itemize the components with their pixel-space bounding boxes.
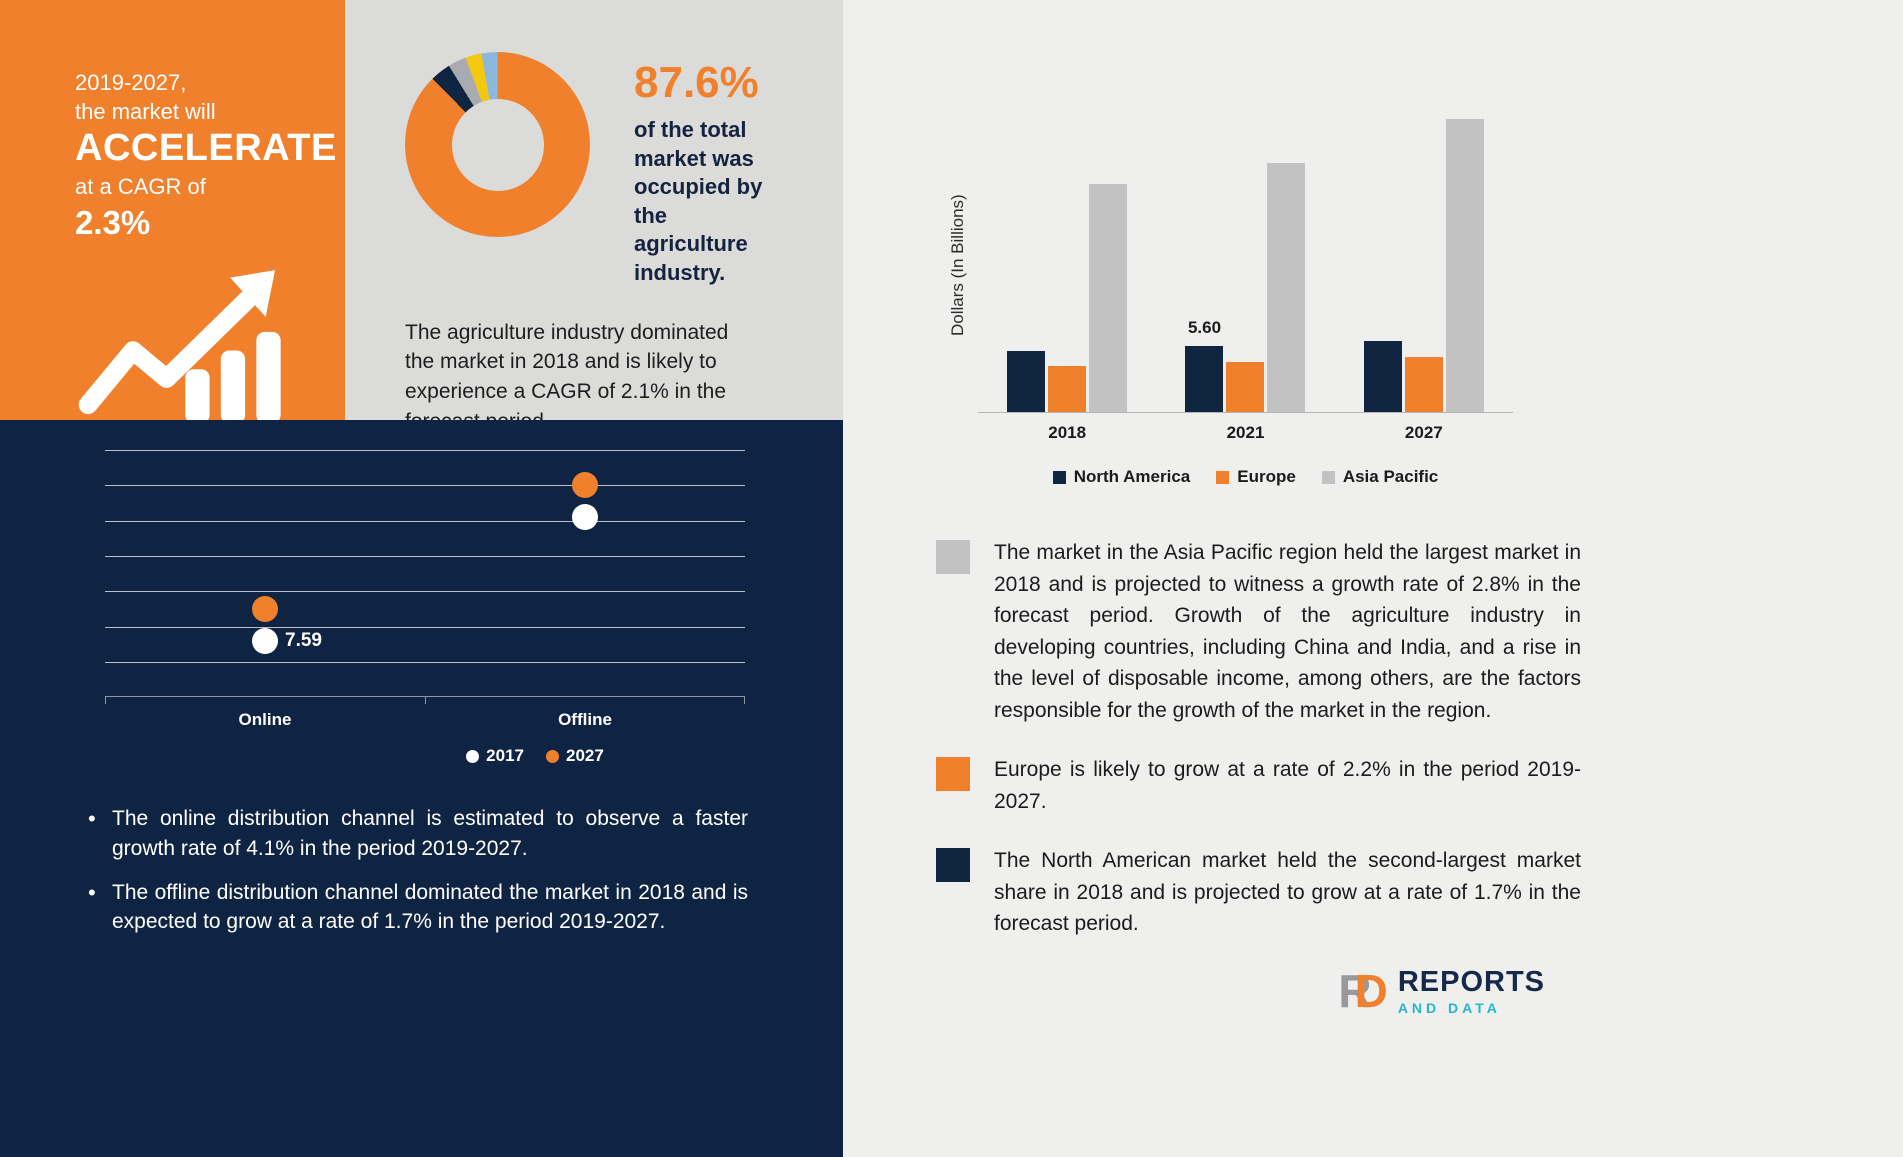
bar-group-2027 bbox=[1335, 118, 1513, 412]
left-column: 2019-2027, the market will ACCELERATE at… bbox=[0, 0, 843, 1157]
donut-chart bbox=[405, 52, 590, 237]
bar-group-2018 bbox=[978, 118, 1156, 412]
distribution-panel: 7.59 Online Offline 2017 2027 The online … bbox=[0, 420, 843, 1157]
region-note-swatch bbox=[936, 757, 970, 791]
region-note-text: Europe is likely to grow at a rate of 2.… bbox=[994, 758, 1581, 813]
bar-north-america-2021: 5.60 bbox=[1185, 318, 1224, 412]
growth-arrow-icon bbox=[78, 269, 281, 424]
legend-label: Europe bbox=[1237, 467, 1296, 486]
region-note-swatch bbox=[936, 540, 970, 574]
logo-reports-text: REPORTS bbox=[1397, 965, 1545, 998]
donut-value: 87.6% bbox=[634, 58, 759, 107]
region-note-2: The North American market held the secon… bbox=[936, 845, 1581, 940]
dot-2027-offline bbox=[572, 472, 598, 498]
bar-chart-y-label: Dollars (In Billions) bbox=[948, 194, 967, 337]
gridline bbox=[105, 556, 745, 557]
reports-and-data-logo: R D REPORTS AND DATA bbox=[843, 965, 1545, 1016]
axis-tick bbox=[744, 697, 745, 704]
dot-plot-category-labels: Online Offline bbox=[105, 697, 745, 730]
legend-item-north-america: North America bbox=[1052, 467, 1191, 487]
donut-headline: 87.6% of the total market was occupied b… bbox=[634, 52, 776, 288]
dot-value-label: 7.59 bbox=[285, 630, 322, 651]
distribution-note-0: The online distribution channel is estim… bbox=[88, 803, 748, 864]
period-text: 2019-2027, bbox=[75, 70, 187, 95]
top-row: 2019-2027, the market will ACCELERATE at… bbox=[0, 0, 843, 433]
distribution-notes: The online distribution channel is estim… bbox=[88, 803, 748, 938]
legend-swatch bbox=[1216, 470, 1230, 484]
logo-anddata-text: AND DATA bbox=[1397, 999, 1501, 1016]
bar-group-2021: 5.60 bbox=[1156, 118, 1334, 412]
bar-asia-pacific-2018 bbox=[1089, 184, 1128, 412]
logo-letter-r: R bbox=[1338, 965, 1372, 1017]
market-will-text: the market will bbox=[75, 99, 216, 125]
donut-hole bbox=[451, 98, 544, 191]
region-note-swatch bbox=[936, 848, 970, 882]
legend-label: 2027 bbox=[566, 746, 604, 765]
gridline bbox=[105, 450, 745, 451]
logo-letter-d: D bbox=[1354, 965, 1388, 1017]
bar-legend: North America Europe Asia Pacific bbox=[978, 467, 1513, 487]
bar-north-america-2018 bbox=[1007, 351, 1046, 412]
legend-swatch bbox=[1052, 470, 1066, 484]
bar-chart-plot: 5.60 bbox=[978, 118, 1513, 413]
legend-label: 2017 bbox=[486, 746, 524, 765]
regional-panel: Dollars (In Billions) 5.60 2018 2021 2027 … bbox=[843, 0, 1903, 1157]
axis-tick bbox=[425, 697, 426, 704]
x-tick-2027: 2027 bbox=[1404, 423, 1443, 442]
gridline bbox=[105, 485, 745, 486]
cagr-value: 2.3% bbox=[75, 203, 151, 241]
bar-europe-2018 bbox=[1048, 366, 1087, 412]
legend-item-asia-pacific: Asia Pacific bbox=[1321, 467, 1439, 487]
legend-item-europe: Europe bbox=[1216, 467, 1296, 487]
donut-panel: 87.6% of the total market was occupied b… bbox=[345, 0, 843, 433]
bar-asia-pacific-2021 bbox=[1267, 163, 1306, 412]
gridline bbox=[105, 627, 745, 628]
bar-chart-plot-column: 5.60 2018 2021 2027 bbox=[978, 118, 1513, 443]
bar-asia-pacific-2027 bbox=[1445, 119, 1484, 412]
region-note-0: The market in the Asia Pacific region he… bbox=[936, 537, 1581, 726]
x-label-offline: Offline bbox=[558, 710, 612, 729]
legend-item-2027: 2027 bbox=[546, 746, 604, 766]
region-note-text: The North American market held the secon… bbox=[994, 849, 1581, 935]
dot-2017-online: 7.59 bbox=[252, 628, 322, 654]
logo-wordmark: REPORTS AND DATA bbox=[1397, 965, 1545, 1016]
donut-caption: The agriculture industry dominated the m… bbox=[405, 320, 729, 433]
accelerate-headline: ACCELERATE bbox=[75, 127, 337, 170]
donut-headline-text: of the total market was occupied by the … bbox=[634, 117, 763, 285]
dot-plot: 7.59 bbox=[105, 450, 745, 663]
bar-x-axis: 2018 2021 2027 bbox=[978, 413, 1513, 443]
dot-plot-x-axis: Online Offline bbox=[105, 696, 745, 730]
region-note-1: Europe is likely to grow at a rate of 2.… bbox=[936, 754, 1581, 817]
bar-value-label: 5.60 bbox=[1187, 318, 1222, 337]
legend-label: Asia Pacific bbox=[1342, 467, 1439, 486]
legend-item-2017: 2017 bbox=[466, 746, 524, 766]
bar-europe-2027 bbox=[1404, 357, 1443, 412]
dot-2017-offline bbox=[572, 504, 598, 530]
legend-label: North America bbox=[1073, 467, 1191, 486]
bar-europe-2021 bbox=[1226, 362, 1265, 412]
x-label-online: Online bbox=[238, 710, 292, 729]
distribution-note-1: The offline distribution channel dominat… bbox=[88, 877, 748, 938]
legend-dot-swatch bbox=[546, 749, 559, 763]
cagr-of-text: at a CAGR of bbox=[75, 173, 206, 199]
gridline bbox=[105, 521, 745, 522]
dot-legend: 2017 2027 bbox=[215, 746, 855, 766]
logo-rd-icon: R D bbox=[1338, 968, 1387, 1014]
dot-2027-online bbox=[252, 596, 278, 622]
region-notes: The market in the Asia Pacific region he… bbox=[936, 537, 1581, 940]
axis-tick bbox=[105, 697, 106, 704]
donut-row: 87.6% of the total market was occupied b… bbox=[405, 52, 808, 288]
legend-dot-swatch bbox=[466, 749, 480, 763]
legend-swatch bbox=[1321, 470, 1335, 484]
bar-chart: Dollars (In Billions) 5.60 2018 2021 2027 bbox=[938, 0, 1903, 443]
accelerate-panel: 2019-2027, the market will ACCELERATE at… bbox=[0, 0, 345, 424]
gridline bbox=[105, 591, 745, 592]
bar-north-america-2027 bbox=[1363, 341, 1402, 412]
gridline bbox=[105, 662, 745, 663]
region-note-text: The market in the Asia Pacific region he… bbox=[994, 541, 1581, 722]
x-tick-2018: 2018 bbox=[1048, 423, 1087, 442]
x-tick-2021: 2021 bbox=[1226, 423, 1265, 442]
